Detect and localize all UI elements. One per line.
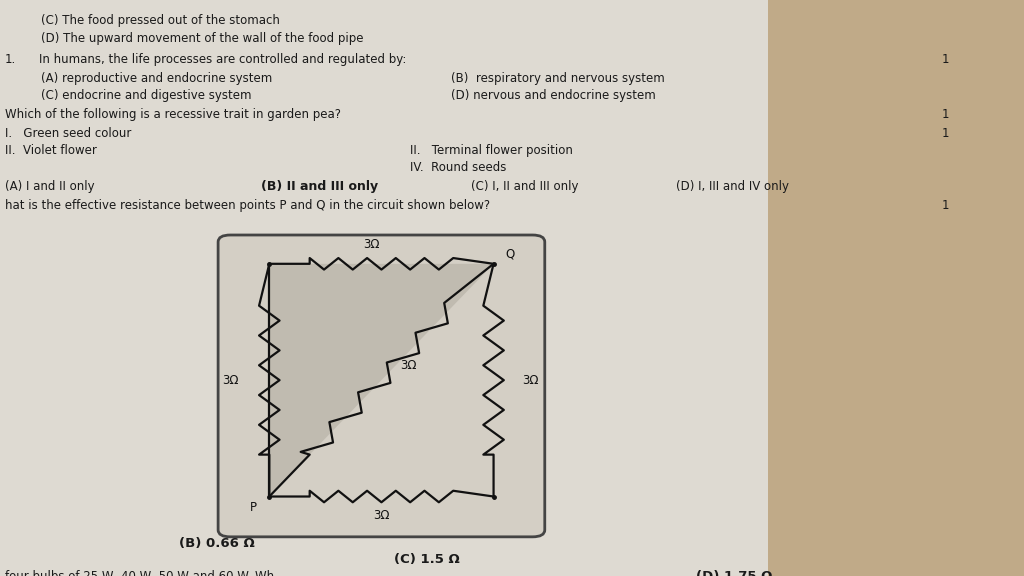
Text: II.  Violet flower: II. Violet flower: [5, 144, 97, 157]
Text: (C) The food pressed out of the stomach: (C) The food pressed out of the stomach: [41, 14, 280, 28]
Text: (C) I, II and III only: (C) I, II and III only: [471, 180, 579, 193]
Text: (B)  respiratory and nervous system: (B) respiratory and nervous system: [451, 72, 665, 85]
Text: (B) 0.66 Ω: (B) 0.66 Ω: [179, 537, 255, 550]
Text: (D) The upward movement of the wall of the food pipe: (D) The upward movement of the wall of t…: [41, 32, 364, 45]
Text: (D) nervous and endocrine system: (D) nervous and endocrine system: [451, 89, 655, 103]
Text: II.   Terminal flower position: II. Terminal flower position: [410, 144, 572, 157]
Text: P: P: [250, 501, 257, 514]
Text: (D) I, III and IV only: (D) I, III and IV only: [676, 180, 788, 193]
Text: (B) II and III only: (B) II and III only: [261, 180, 378, 193]
Polygon shape: [269, 264, 494, 497]
Text: 1: 1: [942, 199, 949, 212]
Text: I.   Green seed colour: I. Green seed colour: [5, 127, 131, 140]
Text: Q: Q: [506, 248, 515, 261]
Text: 3Ω: 3Ω: [522, 374, 539, 386]
Bar: [768, 0, 1024, 576]
Text: (C) endocrine and digestive system: (C) endocrine and digestive system: [41, 89, 252, 103]
Text: (C) 1.5 Ω: (C) 1.5 Ω: [394, 553, 460, 566]
Text: (A) reproductive and endocrine system: (A) reproductive and endocrine system: [41, 72, 272, 85]
Bar: [0, 0, 768, 576]
Text: 3Ω: 3Ω: [222, 374, 239, 386]
Text: 3Ω: 3Ω: [400, 358, 417, 372]
Text: 3Ω: 3Ω: [362, 238, 380, 251]
Text: In humans, the life processes are controlled and regulated by:: In humans, the life processes are contro…: [39, 53, 407, 66]
FancyBboxPatch shape: [218, 235, 545, 537]
Text: four bulbs of 25 W, 40 W, 50 W and 60 W. Wh: four bulbs of 25 W, 40 W, 50 W and 60 W.…: [5, 570, 274, 576]
Text: hat is the effective resistance between points P and Q in the circuit shown belo: hat is the effective resistance between …: [5, 199, 490, 212]
Text: 3Ω: 3Ω: [373, 509, 390, 522]
Text: 1.: 1.: [5, 53, 16, 66]
Text: Which of the following is a recessive trait in garden pea?: Which of the following is a recessive tr…: [5, 108, 341, 122]
Text: (D) 1.75 Ω: (D) 1.75 Ω: [696, 570, 773, 576]
Text: (A) I and II only: (A) I and II only: [5, 180, 95, 193]
Text: 1: 1: [942, 108, 949, 122]
Text: 1: 1: [942, 53, 949, 66]
Text: 1: 1: [942, 127, 949, 140]
Text: IV.  Round seeds: IV. Round seeds: [410, 161, 506, 175]
